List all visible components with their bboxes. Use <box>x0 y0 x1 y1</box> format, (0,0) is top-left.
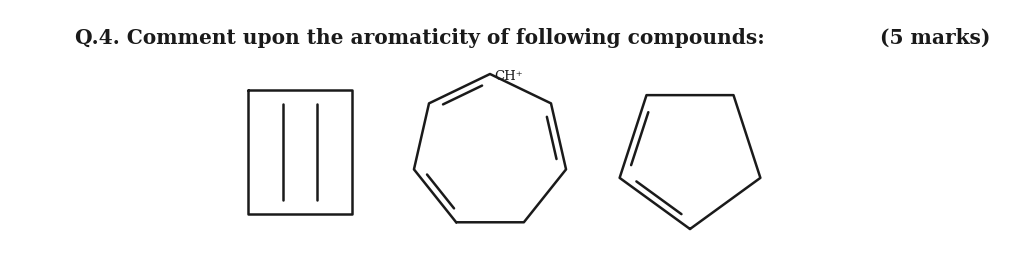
Text: (5 marks): (5 marks) <box>880 28 990 48</box>
Text: Q.4. Comment upon the aromaticity of following compounds:: Q.4. Comment upon the aromaticity of fol… <box>75 28 765 48</box>
Text: CH⁺: CH⁺ <box>494 69 522 83</box>
